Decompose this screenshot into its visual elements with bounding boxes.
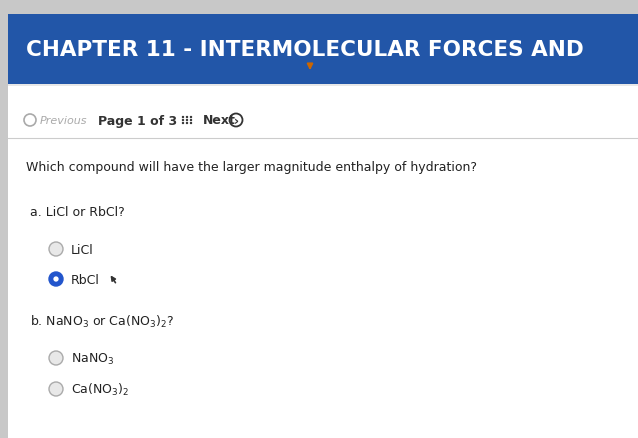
Circle shape	[186, 120, 188, 122]
Text: Which compound will have the larger magnitude enthalpy of hydration?: Which compound will have the larger magn…	[26, 160, 477, 173]
Circle shape	[54, 277, 59, 282]
Text: Page 1 of 3: Page 1 of 3	[98, 114, 177, 127]
FancyBboxPatch shape	[8, 15, 638, 85]
Circle shape	[49, 351, 63, 365]
Circle shape	[182, 120, 184, 122]
Text: b. NaNO$_3$ or Ca(NO$_3$)$_2$?: b. NaNO$_3$ or Ca(NO$_3$)$_2$?	[30, 313, 174, 329]
Circle shape	[186, 117, 188, 119]
Text: NaNO$_3$: NaNO$_3$	[71, 351, 114, 366]
Circle shape	[189, 117, 192, 119]
Text: CHAPTER 11 - INTERMOLECULAR FORCES AND: CHAPTER 11 - INTERMOLECULAR FORCES AND	[26, 40, 584, 60]
FancyBboxPatch shape	[8, 87, 638, 438]
Text: Previous: Previous	[40, 116, 87, 126]
Circle shape	[49, 272, 63, 286]
Text: Ca(NO$_3$)$_2$: Ca(NO$_3$)$_2$	[71, 381, 129, 397]
Circle shape	[49, 243, 63, 256]
FancyBboxPatch shape	[8, 15, 638, 438]
Circle shape	[189, 120, 192, 122]
Text: a. LiCl or RbCl?: a. LiCl or RbCl?	[30, 205, 125, 218]
Text: Next: Next	[203, 114, 236, 127]
Circle shape	[182, 123, 184, 125]
Circle shape	[189, 123, 192, 125]
Circle shape	[182, 117, 184, 119]
Text: LiCl: LiCl	[71, 243, 94, 256]
Circle shape	[49, 382, 63, 396]
Circle shape	[186, 123, 188, 125]
Text: ›: ›	[234, 114, 239, 127]
Text: RbCl: RbCl	[71, 273, 100, 286]
